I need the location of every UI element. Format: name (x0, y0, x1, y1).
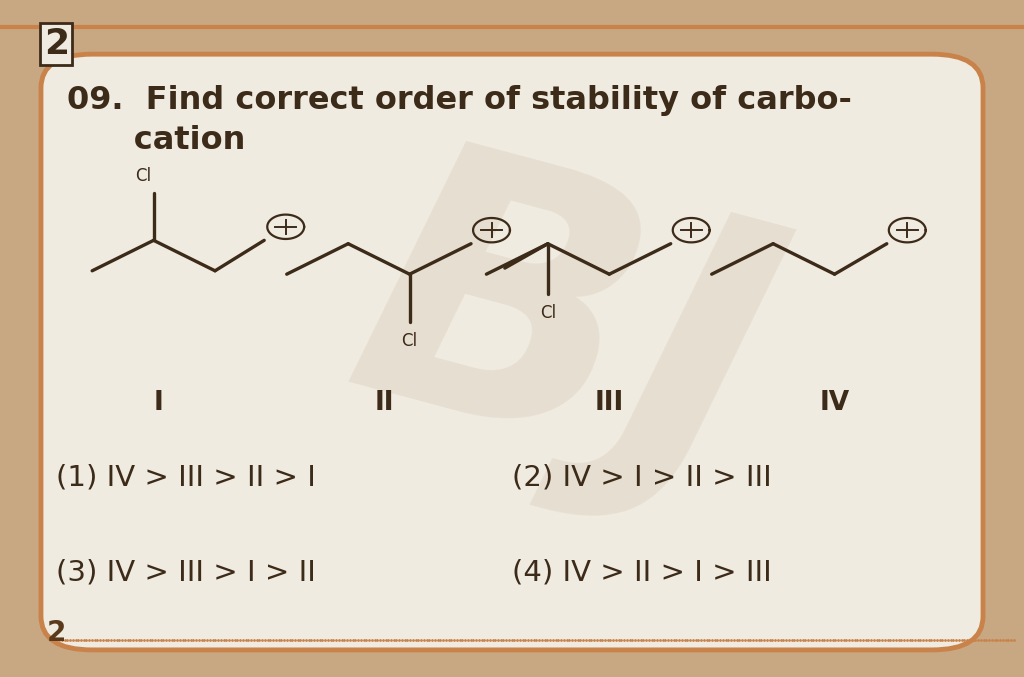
Text: (3) IV > III > I > II: (3) IV > III > I > II (56, 558, 316, 586)
Text: II: II (374, 390, 394, 416)
Text: BJ: BJ (321, 117, 806, 560)
Text: (4) IV > II > I > III: (4) IV > II > I > III (512, 558, 772, 586)
Text: III: III (595, 390, 624, 416)
Text: (2) IV > I > II > III: (2) IV > I > II > III (512, 463, 772, 492)
Text: Cl: Cl (540, 305, 556, 322)
Text: cation: cation (67, 125, 245, 156)
Text: 2: 2 (47, 619, 66, 647)
Text: Cl: Cl (401, 332, 418, 349)
Text: (1) IV > III > II > I: (1) IV > III > II > I (56, 463, 316, 492)
Text: I: I (154, 390, 164, 416)
FancyBboxPatch shape (41, 54, 983, 650)
Text: Cl: Cl (135, 167, 152, 185)
Text: 2: 2 (44, 27, 69, 61)
Text: 09.  Find correct order of stability of carbo-: 09. Find correct order of stability of c… (67, 85, 851, 116)
Text: IV: IV (819, 390, 850, 416)
